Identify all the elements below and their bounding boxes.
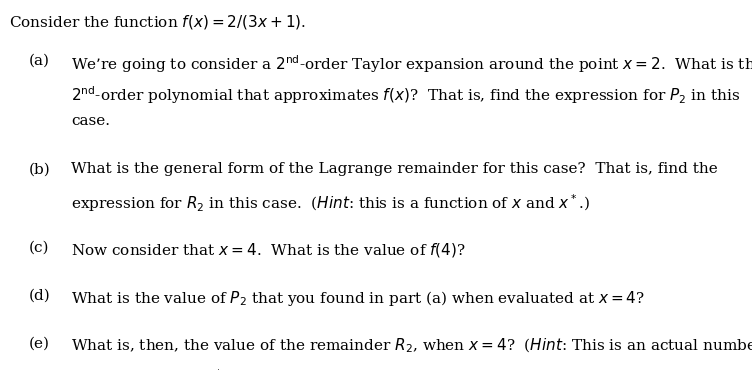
- Text: We’re going to consider a $2^{\rm nd}$-order Taylor expansion around the point $: We’re going to consider a $2^{\rm nd}$-o…: [71, 54, 752, 75]
- Text: (b): (b): [29, 162, 50, 176]
- Text: What is the value of $P_2$ that you found in part (a) when evaluated at $x = 4$?: What is the value of $P_2$ that you foun…: [71, 289, 645, 308]
- Text: $2^{\rm nd}$-order polynomial that approximates $f(x)$?  That is, find the expre: $2^{\rm nd}$-order polynomial that appro…: [71, 84, 741, 106]
- Text: What is the general form of the Lagrange remainder for this case?  That is, find: What is the general form of the Lagrange…: [71, 162, 718, 176]
- Text: Now consider that $x = 4$.  What is the value of $f(4)$?: Now consider that $x = 4$. What is the v…: [71, 241, 466, 259]
- Text: (c): (c): [29, 241, 49, 255]
- Text: What is, then, the value of the remainder $R_2$, when $x = 4$?  ($\mathit{Hint}$: What is, then, the value of the remainde…: [71, 337, 752, 356]
- Text: Consider the function $f(x) = 2/(3x + 1)$.: Consider the function $f(x) = 2/(3x + 1)…: [9, 13, 306, 31]
- Text: not a function of $x^*$.): not a function of $x^*$.): [71, 367, 235, 370]
- Text: expression for $R_2$ in this case.  ($\mathit{Hint}$: this is a function of $x$ : expression for $R_2$ in this case. ($\ma…: [71, 193, 590, 215]
- Text: (a): (a): [29, 54, 50, 68]
- Text: (e): (e): [29, 337, 50, 351]
- Text: (d): (d): [29, 289, 50, 303]
- Text: case.: case.: [71, 114, 111, 128]
